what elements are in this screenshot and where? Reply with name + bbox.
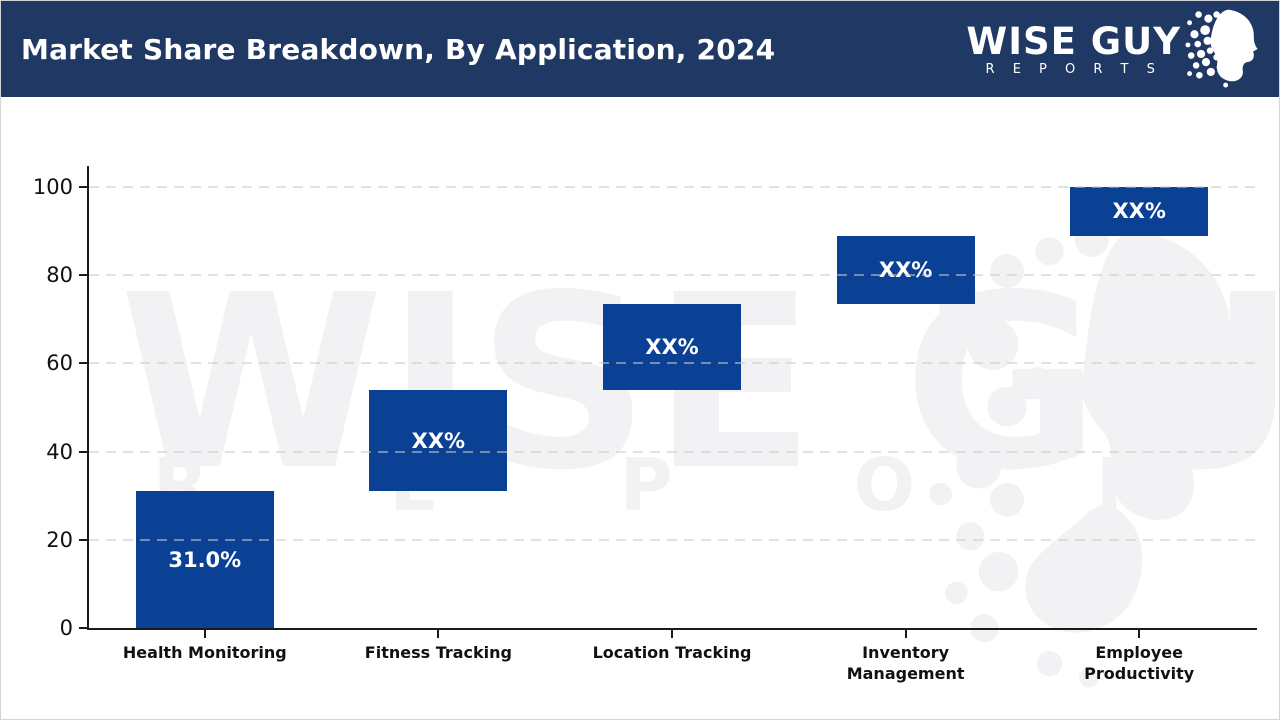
x-tick-label: Location Tracking	[592, 643, 752, 662]
y-tick-label: 60	[46, 351, 73, 376]
y-tick-label: 40	[46, 439, 73, 464]
bar: 31.0%	[135, 491, 274, 628]
y-tick-label: 80	[46, 263, 73, 288]
gridline	[89, 186, 1256, 188]
y-axis-tick	[79, 362, 87, 365]
x-axis-line	[87, 628, 1257, 630]
header: Market Share Breakdown, By Application, …	[1, 1, 1279, 97]
x-tick-label: Inventory Management	[846, 643, 965, 683]
x-tick-label: Health Monitoring	[122, 643, 287, 662]
y-tick-label: 100	[32, 175, 73, 199]
y-tick-label: 20	[46, 527, 73, 552]
y-axis-tick	[79, 450, 87, 453]
gridline	[89, 362, 1256, 365]
bar: XX%	[369, 389, 508, 492]
y-axis-tick	[79, 186, 87, 188]
x-axis-tick	[671, 630, 673, 638]
bar: XX%	[603, 303, 741, 390]
bar-value-label: XX%	[645, 334, 699, 359]
x-tick-label: Fitness Tracking	[364, 643, 512, 662]
y-axis-tick	[79, 627, 87, 629]
x-tick-label: Employee Productivity	[1084, 643, 1195, 683]
x-axis-tick	[904, 630, 907, 638]
bar-value-label: XX%	[411, 428, 466, 453]
wise-guy-logo: WISE GUY R E P O R T S	[966, 6, 1265, 92]
x-axis-tick	[437, 630, 440, 638]
bar: XX%	[836, 235, 975, 304]
y-tick-label: 0	[59, 616, 73, 640]
y-axis-line	[87, 166, 89, 629]
gridline	[89, 274, 1256, 277]
logo-title: WISE GUY	[966, 19, 1181, 63]
bar-value-label: XX%	[1112, 199, 1166, 224]
bar: XX%	[1070, 187, 1209, 236]
page-title: Market Share Breakdown, By Application, …	[21, 32, 776, 66]
gridline	[89, 450, 1256, 453]
x-axis-tick	[203, 630, 206, 638]
watermark-face-icon	[926, 223, 1248, 688]
y-axis-tick	[79, 274, 87, 277]
gridline	[89, 538, 1256, 541]
wise-guy-face-icon	[1185, 9, 1258, 88]
y-axis-tick	[79, 538, 87, 541]
bar-value-label: 31.0%	[168, 547, 242, 572]
logo-subtitle: R E P O R T S	[985, 61, 1162, 77]
x-axis-tick	[1138, 630, 1141, 638]
bar-value-label: XX%	[878, 257, 933, 282]
